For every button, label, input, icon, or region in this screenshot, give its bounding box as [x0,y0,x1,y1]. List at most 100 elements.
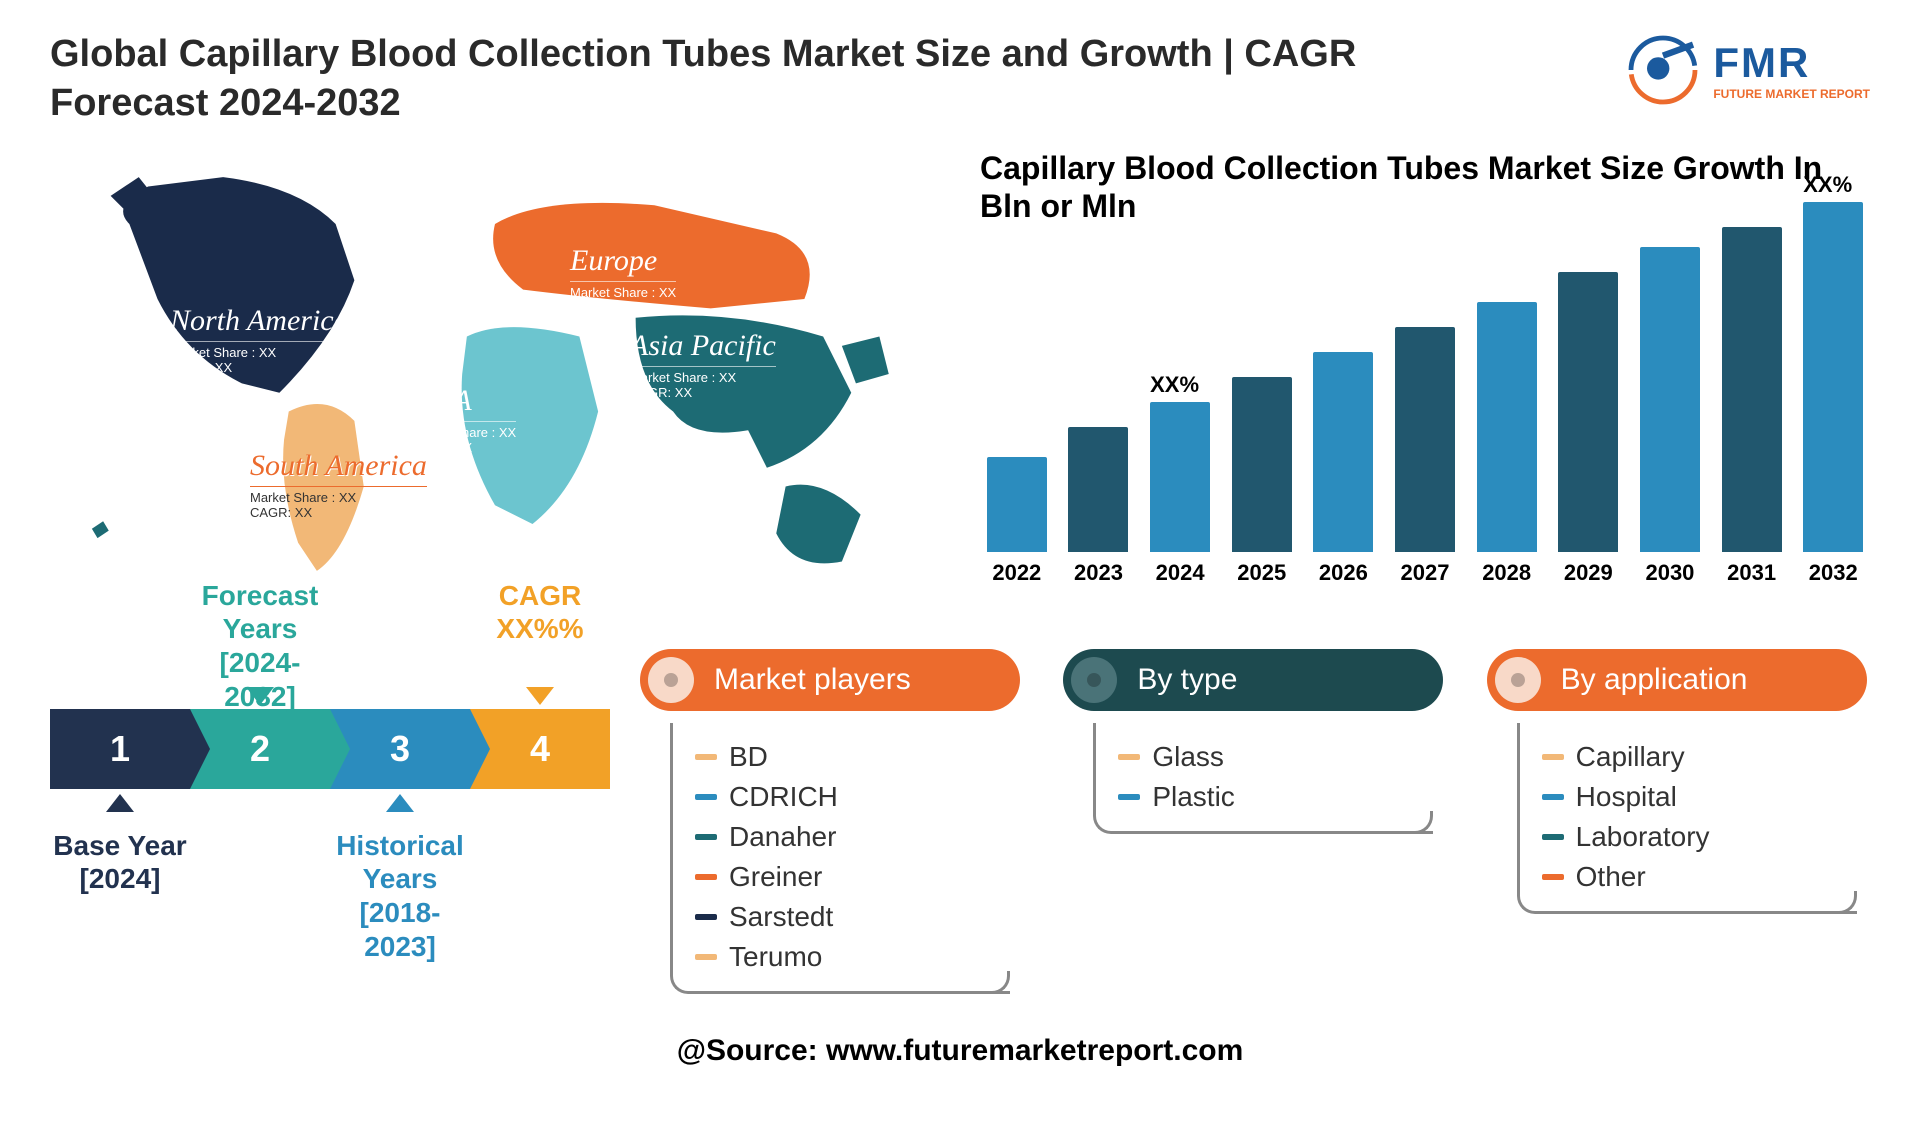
region-label-south-america: South AmericaMarket Share : XXCAGR: XX [250,449,427,520]
triangle-icon [106,794,134,812]
list-item-text: Other [1576,861,1646,893]
category-list: Glass Plastic [1093,723,1433,834]
chart-title: Capillary Blood Collection Tubes Market … [980,149,1870,226]
list-item: Sarstedt [695,897,996,937]
triangle-icon [526,687,554,705]
bar-annotation: XX% [1150,372,1199,398]
page-title: Global Capillary Blood Collection Tubes … [50,30,1450,129]
bar-rect [1395,327,1455,552]
bar-2026: 2026 [1307,352,1381,586]
list-item: Greiner [695,857,996,897]
bar-annotation: XX% [1803,172,1852,198]
timeline-annotation: Base Year[2024] [50,829,190,896]
timeline-annotation: Historical Years[2018-2023] [330,829,470,963]
bar-2031: 2031 [1715,227,1789,586]
list-item-text: BD [729,741,768,773]
bar-year-label: 2031 [1727,560,1776,586]
list-item: Glass [1118,737,1419,777]
bar-year-label: 2028 [1482,560,1531,586]
bar-rect [1313,352,1373,552]
list-item-text: Danaher [729,821,836,853]
color-swatch-icon [1542,834,1564,840]
logo-text-main: FMR [1713,39,1870,87]
bar-rect [1232,377,1292,552]
bar-2024: XX% 2024 [1143,402,1217,586]
timeline-segment-4: 4 [470,709,610,789]
source-attribution: @Source: www.futuremarketreport.com [50,1034,1870,1068]
bar-2028: 2028 [1470,302,1544,586]
color-swatch-icon [695,914,717,920]
list-item-text: Glass [1152,741,1224,773]
category-by-type: By type Glass Plastic [1063,649,1446,994]
category-pill: By application [1487,649,1867,711]
list-item: BD [695,737,996,777]
logo-text-sub: FUTURE MARKET REPORT [1713,87,1870,101]
list-item-text: Laboratory [1576,821,1710,853]
bar-2023: 2023 [1062,427,1136,586]
color-swatch-icon [695,834,717,840]
bar-year-label: 2026 [1319,560,1368,586]
logo-icon [1623,30,1703,110]
bar-rect [1068,427,1128,552]
list-item-text: Greiner [729,861,822,893]
bar-rect: XX% [1150,402,1210,552]
region-label-mea: MEAMarket Share : XXCAGR: XX [410,384,516,455]
bar-year-label: 2025 [1237,560,1286,586]
list-item: Hospital [1542,777,1843,817]
region-label-north-america: North AmericaMarket Share : XXCAGR: XX [170,304,349,375]
bar-year-label: 2032 [1809,560,1858,586]
bar-year-label: 2023 [1074,560,1123,586]
category-by-application: By application Capillary Hospital Laborator… [1487,649,1870,994]
list-item-text: Hospital [1576,781,1677,813]
bar-year-label: 2022 [992,560,1041,586]
category-list: Capillary Hospital Laboratory Other [1517,723,1857,914]
timeline-annotation: CAGRXX%% [470,579,610,646]
color-swatch-icon [1542,874,1564,880]
color-swatch-icon [1542,794,1564,800]
world-map: North AmericaMarket Share : XXCAGR: XX So… [50,149,940,599]
bar-2022: 2022 [980,457,1054,586]
bar-rect [1477,302,1537,552]
region-label-europe: EuropeMarket Share : XXCAGR: XX [570,244,676,315]
color-swatch-icon [1118,754,1140,760]
bar-rect [1722,227,1782,552]
list-item: CDRICH [695,777,996,817]
list-item: Terumo [695,937,996,977]
region-label-asia-pacific: Asia PacificMarket Share : XXCAGR: XX [630,329,776,400]
pill-label: Market players [714,663,911,697]
bar-chart-section: Capillary Blood Collection Tubes Market … [980,149,1870,599]
bar-2030: 2030 [1633,247,1707,586]
color-swatch-icon [1118,794,1140,800]
color-swatch-icon [695,874,717,880]
bar-2029: 2029 [1551,272,1625,586]
list-item-text: CDRICH [729,781,838,813]
bar-2025: 2025 [1225,377,1299,586]
list-item: Danaher [695,817,996,857]
list-item: Capillary [1542,737,1843,777]
bar-year-label: 2029 [1564,560,1613,586]
color-swatch-icon [1542,754,1564,760]
pill-label: By application [1561,663,1748,697]
list-item: Other [1542,857,1843,897]
list-item: Laboratory [1542,817,1843,857]
bar-rect [987,457,1047,552]
triangle-icon [386,794,414,812]
list-item: Plastic [1118,777,1419,817]
bar-rect [1558,272,1618,552]
color-swatch-icon [695,754,717,760]
pill-dot-icon [648,657,694,703]
color-swatch-icon [695,954,717,960]
list-item-text: Capillary [1576,741,1685,773]
bar-year-label: 2024 [1156,560,1205,586]
category-market-players: Market players BD CDRICH Danaher Greiner Sars… [640,649,1023,994]
category-list: BD CDRICH Danaher Greiner SarstedtTerumo [670,723,1010,994]
bar-rect: XX% [1803,202,1863,552]
bar-2027: 2027 [1388,327,1462,586]
bar-2032: XX% 2032 [1796,202,1870,586]
color-swatch-icon [695,794,717,800]
pill-label: By type [1137,663,1237,697]
timeline: 1234 Base Year[2024]Forecast Years[2024-… [50,649,610,789]
timeline-segment-3: 3 [330,709,470,789]
timeline-segment-1: 1 [50,709,190,789]
fmr-logo: FMR FUTURE MARKET REPORT [1623,30,1870,110]
